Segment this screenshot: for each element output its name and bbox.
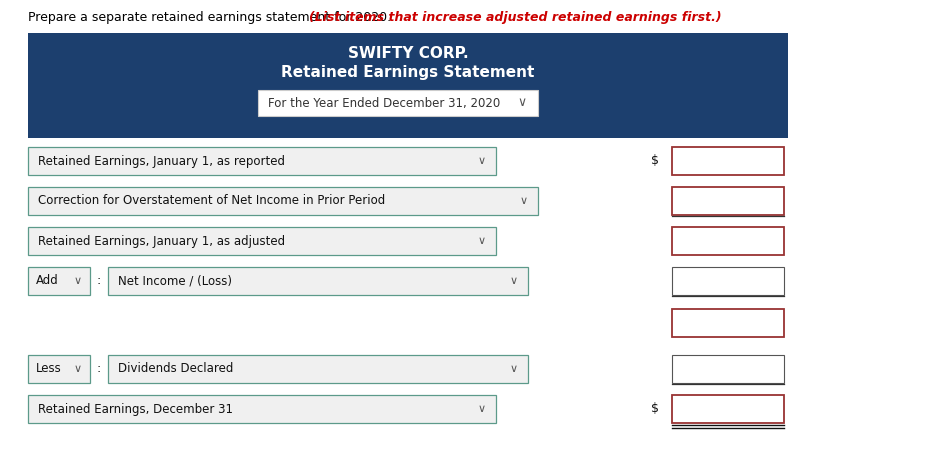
Bar — [28, 395, 496, 423]
Bar — [672, 187, 784, 215]
Text: :: : — [97, 363, 101, 375]
Text: ∨: ∨ — [478, 404, 486, 414]
Bar — [258, 90, 538, 116]
Text: ∨: ∨ — [517, 96, 527, 110]
Text: SWIFTY CORP.: SWIFTY CORP. — [348, 45, 468, 61]
Bar — [108, 267, 528, 295]
Bar — [108, 355, 528, 383]
Text: ∨: ∨ — [73, 364, 82, 374]
Text: Retained Earnings, January 1, as reported: Retained Earnings, January 1, as reporte… — [38, 155, 285, 168]
Text: ∨: ∨ — [510, 276, 518, 286]
Text: Retained Earnings Statement: Retained Earnings Statement — [282, 65, 535, 81]
Bar — [28, 187, 538, 215]
Text: Correction for Overstatement of Net Income in Prior Period: Correction for Overstatement of Net Inco… — [38, 194, 385, 207]
Text: Retained Earnings, December 31: Retained Earnings, December 31 — [38, 402, 233, 415]
Text: $: $ — [651, 155, 659, 168]
Bar — [28, 33, 788, 138]
Text: ∨: ∨ — [520, 196, 528, 206]
Bar — [672, 227, 784, 255]
Bar — [672, 267, 784, 295]
Text: Less: Less — [36, 363, 62, 375]
Text: ∨: ∨ — [73, 276, 82, 286]
Text: Prepare a separate retained earnings statement for 2020.: Prepare a separate retained earnings sta… — [28, 12, 395, 25]
Bar — [672, 309, 784, 337]
Bar — [28, 147, 496, 175]
Text: ∨: ∨ — [510, 364, 518, 374]
Bar — [28, 267, 90, 295]
Text: Add: Add — [36, 275, 58, 288]
Text: Retained Earnings, January 1, as adjusted: Retained Earnings, January 1, as adjuste… — [38, 234, 285, 248]
Bar — [672, 147, 784, 175]
Text: Dividends Declared: Dividends Declared — [118, 363, 234, 375]
Bar — [672, 355, 784, 383]
Bar — [28, 227, 496, 255]
Text: For the Year Ended December 31, 2020: For the Year Ended December 31, 2020 — [268, 96, 500, 110]
Text: Net Income / (Loss): Net Income / (Loss) — [118, 275, 232, 288]
Text: $: $ — [651, 402, 659, 415]
Bar — [672, 395, 784, 423]
Bar — [28, 355, 90, 383]
Text: (List items that increase adjusted retained earnings first.): (List items that increase adjusted retai… — [309, 12, 722, 25]
Text: :: : — [97, 275, 101, 288]
Text: ∨: ∨ — [478, 236, 486, 246]
Text: ∨: ∨ — [478, 156, 486, 166]
